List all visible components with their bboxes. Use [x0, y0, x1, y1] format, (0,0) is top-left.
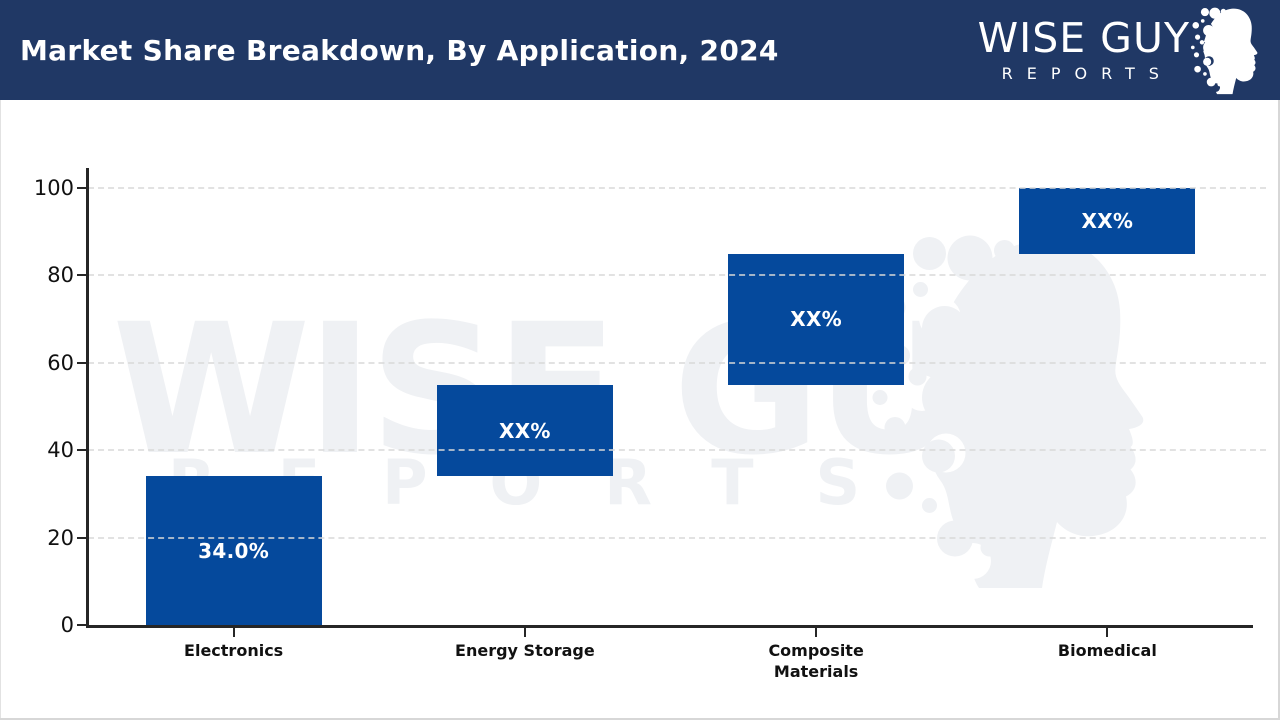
gridline: [88, 274, 1266, 277]
x-category-label: Composite Materials: [768, 641, 864, 681]
bar: 34.0%: [145, 476, 322, 625]
x-tick-mark: [232, 628, 235, 637]
page-edge-left: [0, 100, 1, 720]
x-category-label: Electronics: [184, 641, 284, 660]
x-tick-mark: [523, 628, 526, 637]
x-tick-mark: [815, 628, 818, 637]
y-tick-mark: [77, 187, 86, 189]
y-tick-label: 100: [33, 176, 74, 200]
y-tick-label: 80: [47, 263, 74, 288]
y-tick-label: 20: [47, 525, 74, 550]
head-profile-icon: [1190, 7, 1258, 95]
y-tick-mark: [77, 536, 86, 539]
y-tick-mark: [77, 624, 86, 626]
bar-value-label: XX%: [498, 418, 551, 443]
y-tick-mark: [77, 274, 86, 277]
x-axis: [86, 625, 1253, 628]
brand-logo-text: WISE GUY REPORTS: [977, 13, 1190, 83]
brand-subname: REPORTS: [1001, 63, 1173, 83]
y-tick-label: 60: [47, 350, 74, 375]
bar-value-label: XX%: [790, 307, 843, 332]
y-tick-mark: [77, 449, 86, 452]
x-category-label: Biomedical: [1057, 641, 1157, 660]
bar: XX%: [436, 384, 613, 477]
chart-area: WISE GUY REPORTS 34.0% XX% XX% XX% 0 20 40 60 8…: [0, 100, 1280, 720]
gridline: [88, 536, 1266, 539]
y-tick-label: 40: [47, 438, 74, 463]
y-tick-label: 0: [60, 613, 74, 637]
bar: XX%: [728, 253, 905, 385]
gridline: [88, 449, 1266, 452]
bar-value-label: XX%: [1081, 208, 1134, 233]
y-axis: [86, 168, 89, 628]
brand-logo: WISE GUY REPORTS: [978, 0, 1266, 100]
page-edge-bottom: [0, 718, 1280, 720]
bar: XX%: [1019, 188, 1196, 254]
brand-name: WISE GUY: [977, 13, 1190, 62]
x-category-label: Energy Storage: [455, 641, 595, 660]
gridline: [88, 187, 1266, 189]
page-title: Market Share Breakdown, By Application, …: [20, 33, 779, 67]
bar-value-label: 34.0%: [198, 538, 270, 563]
header-bar: Market Share Breakdown, By Application, …: [0, 0, 1280, 100]
watermark-head-icon: [872, 235, 1144, 589]
x-tick-mark: [1106, 628, 1109, 637]
y-tick-mark: [77, 361, 86, 364]
gridline: [88, 361, 1266, 364]
page-edge-right: [1278, 100, 1280, 720]
